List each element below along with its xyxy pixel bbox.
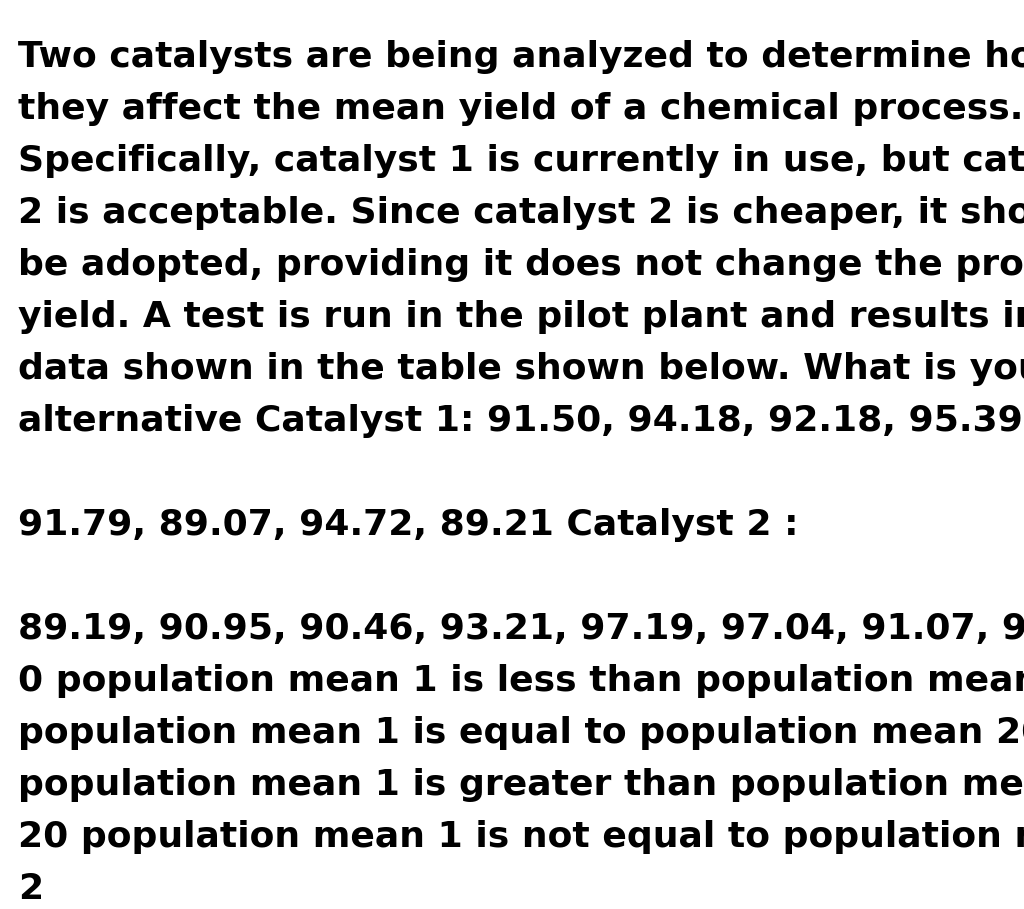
Text: 2 is acceptable. Since catalyst 2 is cheaper, it should: 2 is acceptable. Since catalyst 2 is che…: [18, 196, 1024, 230]
Text: 0 population mean 1 is less than population mean 20: 0 population mean 1 is less than populat…: [18, 664, 1024, 698]
Text: 91.79, 89.07, 94.72, 89.21 Catalyst 2 :: 91.79, 89.07, 94.72, 89.21 Catalyst 2 :: [18, 508, 799, 542]
Text: alternative Catalyst 1: 91.50, 94.18, 92.18, 95.39,: alternative Catalyst 1: 91.50, 94.18, 92…: [18, 404, 1024, 438]
Text: 20 population mean 1 is not equal to population mean: 20 population mean 1 is not equal to pop…: [18, 820, 1024, 854]
Text: population mean 1 is greater than population mean: population mean 1 is greater than popula…: [18, 768, 1024, 802]
Text: data shown in the table shown below. What is your: data shown in the table shown below. Wha…: [18, 352, 1024, 386]
Text: they affect the mean yield of a chemical process.: they affect the mean yield of a chemical…: [18, 92, 1023, 126]
Text: 89.19, 90.95, 90.46, 93.21, 97.19, 97.04, 91.07, 92.: 89.19, 90.95, 90.46, 93.21, 97.19, 97.04…: [18, 612, 1024, 646]
Text: Specifically, catalyst 1 is currently in use, but catalyst: Specifically, catalyst 1 is currently in…: [18, 144, 1024, 178]
Text: Two catalysts are being analyzed to determine how: Two catalysts are being analyzed to dete…: [18, 40, 1024, 74]
Text: be adopted, providing it does not change the process: be adopted, providing it does not change…: [18, 248, 1024, 282]
Text: population mean 1 is equal to population mean 20: population mean 1 is equal to population…: [18, 716, 1024, 750]
Text: 2: 2: [18, 872, 43, 906]
Text: yield. A test is run in the pilot plant and results in the: yield. A test is run in the pilot plant …: [18, 300, 1024, 334]
